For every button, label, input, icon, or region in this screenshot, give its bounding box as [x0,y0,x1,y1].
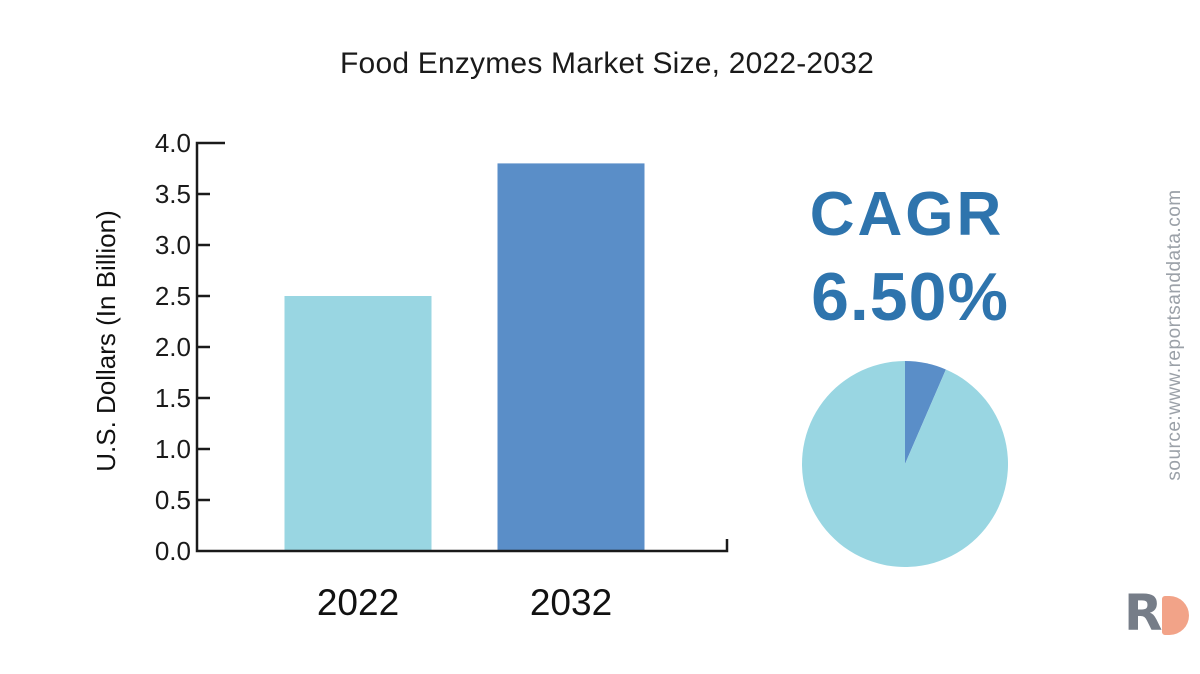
bar-2022 [284,296,432,551]
pie-chart [802,361,1008,567]
pie-slice-1 [802,361,1008,567]
y-tick-label: 0.0 [154,536,191,566]
cagr-value: 6.50% [811,259,1009,335]
bar-2032 [497,163,645,551]
x-tick-label-2032: 2032 [529,582,613,623]
y-tick-label: 1.0 [154,434,191,464]
brand-logo: R [1124,588,1189,638]
y-tick-label: 2.0 [154,332,191,362]
y-tick-label: 4.0 [154,128,191,158]
y-tick-label: 1.5 [154,383,191,413]
y-tick-label: 2.5 [154,281,191,311]
cagr-label: CAGR [809,180,1005,249]
source-attribution: source:www.reportsanddata.com [1164,189,1185,481]
x-tick-label-2022: 2022 [316,582,400,623]
axis-spines [195,141,729,553]
bar-chart [195,141,729,553]
logo-letter-r: R [1124,584,1163,642]
logo-d-shape [1161,596,1189,635]
y-tick-label: 3.5 [154,179,191,209]
y-tick-label: 0.5 [154,485,191,515]
chart-title: Food Enzymes Market Size, 2022-2032 [340,47,874,80]
y-tick-label: 3.0 [154,230,191,260]
pie-slice-0 [905,361,946,464]
